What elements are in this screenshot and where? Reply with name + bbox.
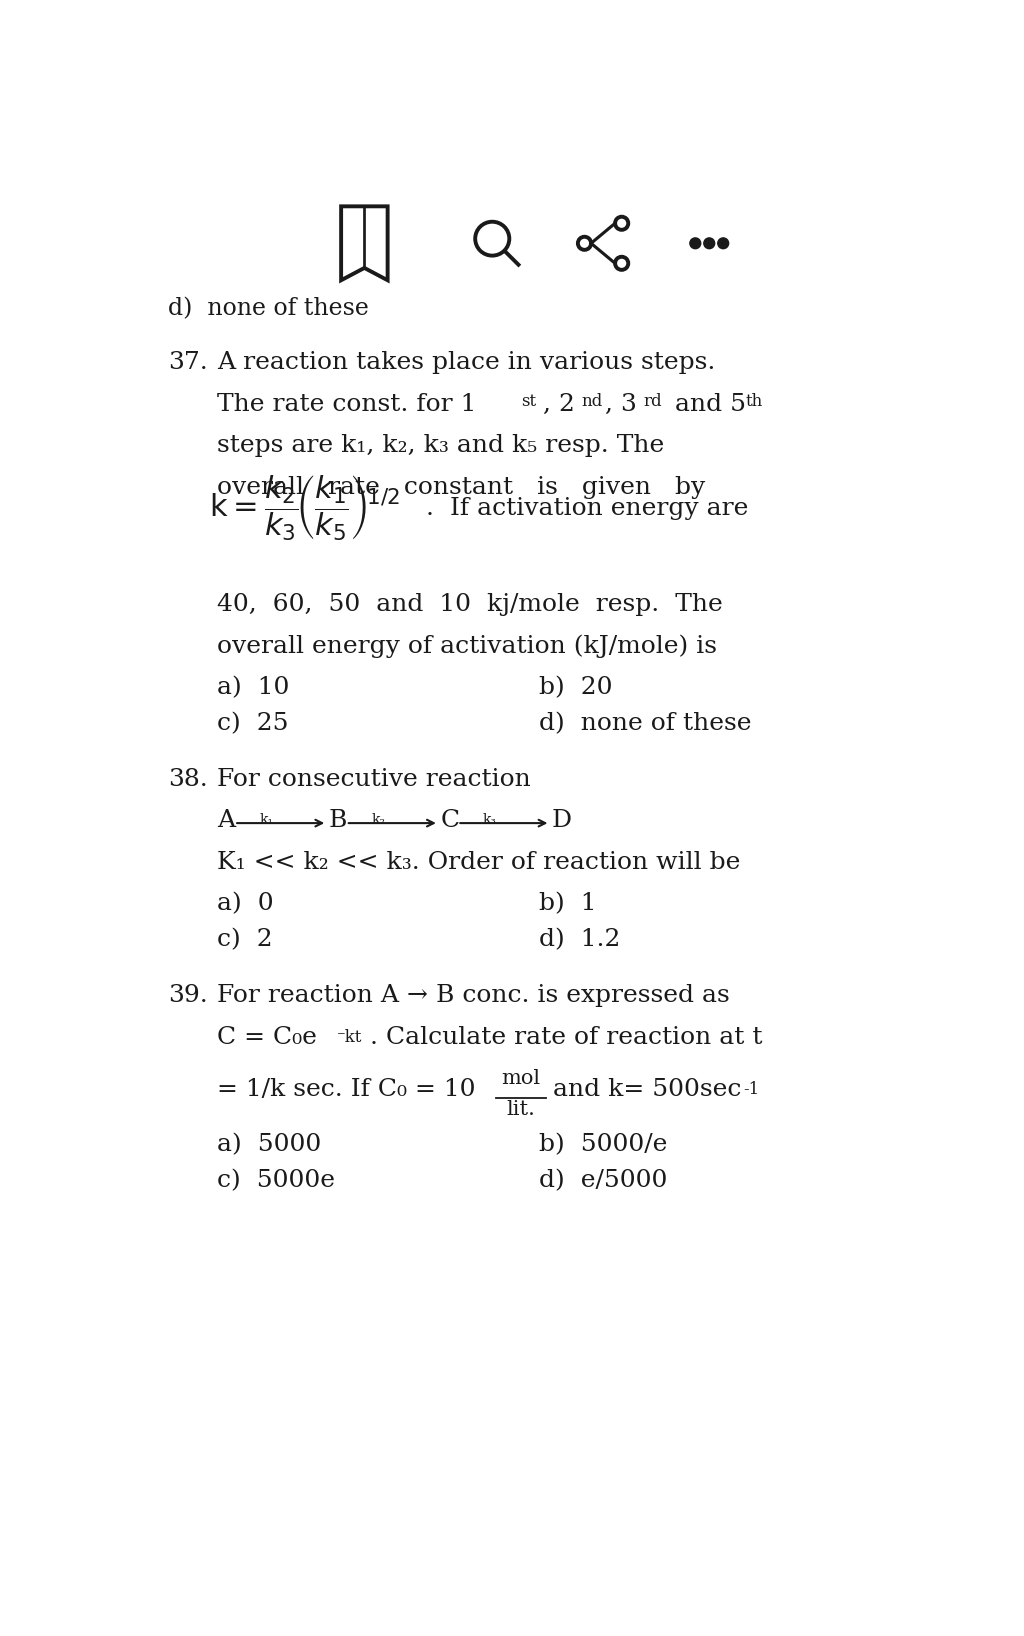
Text: A: A xyxy=(217,810,236,833)
Text: For reaction A → B conc. is expressed as: For reaction A → B conc. is expressed as xyxy=(217,983,730,1008)
Text: d)  none of these: d) none of these xyxy=(539,712,752,735)
Text: -1: -1 xyxy=(743,1081,760,1098)
Text: th: th xyxy=(745,393,763,411)
Text: a)  10: a) 10 xyxy=(217,676,290,699)
Text: A reaction takes place in various steps.: A reaction takes place in various steps. xyxy=(217,352,716,375)
Text: 38.: 38. xyxy=(168,767,208,790)
Text: lit.: lit. xyxy=(507,1099,536,1119)
Text: rd: rd xyxy=(643,393,662,411)
Text: and k= 500sec: and k= 500sec xyxy=(554,1078,741,1101)
Text: C = C₀e: C = C₀e xyxy=(217,1026,317,1049)
Text: nd: nd xyxy=(582,393,603,411)
Text: 40,  60,  50  and  10  kj/mole  resp.  The: 40, 60, 50 and 10 kj/mole resp. The xyxy=(217,592,723,615)
Text: c)  25: c) 25 xyxy=(217,712,289,735)
Text: 37.: 37. xyxy=(168,352,208,375)
Circle shape xyxy=(690,237,700,249)
Text: mol: mol xyxy=(502,1068,541,1088)
Circle shape xyxy=(703,237,715,249)
Text: c)  2: c) 2 xyxy=(217,929,272,952)
Text: . Calculate rate of reaction at t: . Calculate rate of reaction at t xyxy=(370,1026,762,1049)
Text: k₃: k₃ xyxy=(483,813,497,828)
Text: $\mathrm{k} = \dfrac{k_2}{k_3}\!\left(\dfrac{k_1}{k_5}\right)^{\!1/2}$: $\mathrm{k} = \dfrac{k_2}{k_3}\!\left(\d… xyxy=(209,473,400,543)
Text: k₁: k₁ xyxy=(260,813,273,828)
Text: B: B xyxy=(329,810,347,833)
Text: K₁ << k₂ << k₃. Order of reaction will be: K₁ << k₂ << k₃. Order of reaction will b… xyxy=(217,851,740,874)
Text: , 2: , 2 xyxy=(543,393,574,416)
Circle shape xyxy=(718,237,729,249)
Text: steps are k₁, k₂, k₃ and k₅ resp. The: steps are k₁, k₂, k₃ and k₅ resp. The xyxy=(217,434,665,456)
Text: For consecutive reaction: For consecutive reaction xyxy=(217,767,530,790)
Text: .  If activation energy are: . If activation energy are xyxy=(426,497,749,520)
Text: d)  1.2: d) 1.2 xyxy=(539,929,621,952)
Text: b)  1: b) 1 xyxy=(539,892,596,916)
Text: a)  5000: a) 5000 xyxy=(217,1134,322,1157)
Text: b)  20: b) 20 xyxy=(539,676,612,699)
Text: and 5: and 5 xyxy=(667,393,745,416)
Text: D: D xyxy=(552,810,572,833)
Text: d)  none of these: d) none of these xyxy=(168,298,370,321)
Text: The rate const. for 1: The rate const. for 1 xyxy=(217,393,476,416)
Text: d)  e/5000: d) e/5000 xyxy=(539,1170,667,1193)
Text: ⁻kt: ⁻kt xyxy=(337,1029,362,1045)
Text: st: st xyxy=(521,393,536,411)
Text: = 1/k sec. If C₀ = 10: = 1/k sec. If C₀ = 10 xyxy=(217,1078,475,1101)
Text: overall   rate   constant   is   given   by: overall rate constant is given by xyxy=(217,476,706,499)
Text: k₂: k₂ xyxy=(372,813,385,828)
Text: c)  5000e: c) 5000e xyxy=(217,1170,335,1193)
Text: b)  5000/e: b) 5000/e xyxy=(539,1134,667,1157)
Text: C: C xyxy=(440,810,460,833)
Text: , 3: , 3 xyxy=(604,393,637,416)
Text: overall energy of activation (kJ/mole) is: overall energy of activation (kJ/mole) i… xyxy=(217,635,717,658)
Text: a)  0: a) 0 xyxy=(217,892,273,916)
Text: 39.: 39. xyxy=(168,983,208,1008)
